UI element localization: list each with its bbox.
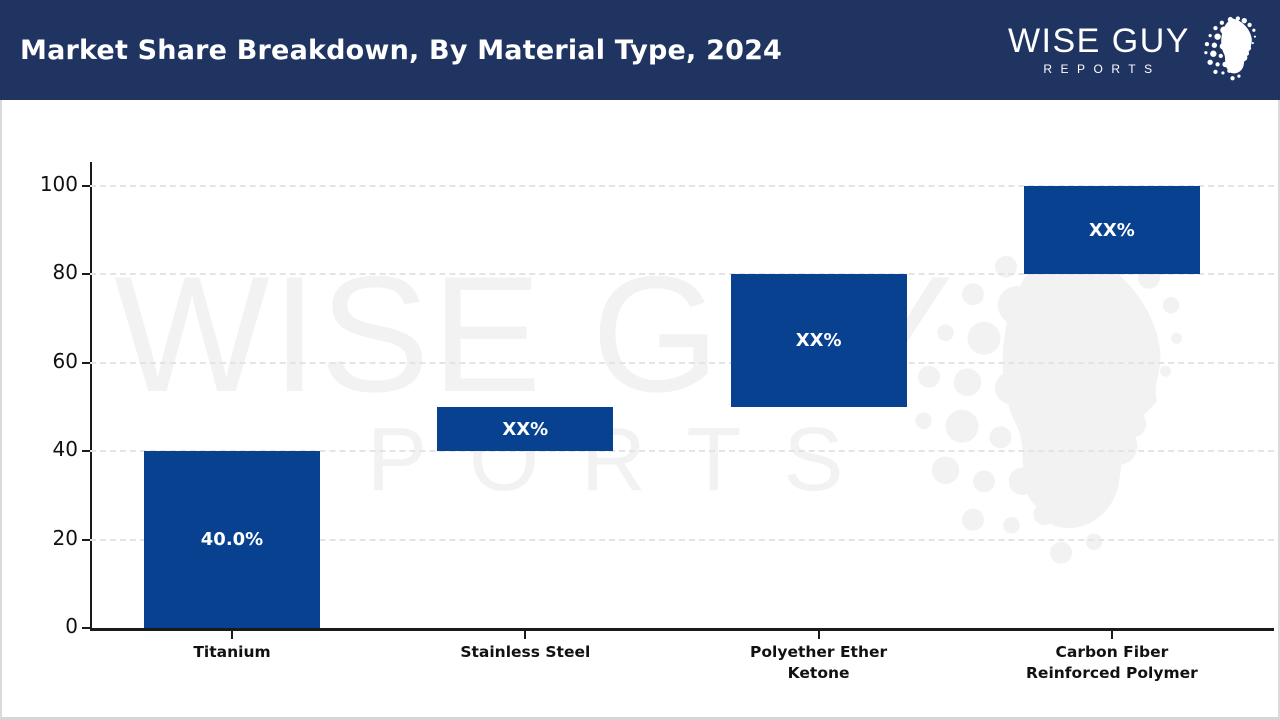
bar-segment: XX%: [1023, 186, 1200, 275]
y-axis-tick-label: 40: [52, 437, 78, 462]
y-axis-tick: [82, 538, 90, 541]
x-axis-line: [90, 628, 1274, 631]
y-axis-tick-label: 20: [52, 525, 78, 550]
gridline: [90, 273, 1274, 276]
y-axis-line: [90, 162, 92, 630]
y-axis-tick: [82, 273, 90, 276]
y-axis-tick-label: 80: [52, 260, 78, 285]
logo-text: WISE GUY REPORTS: [1008, 24, 1190, 76]
y-axis-tick-label: 100: [39, 172, 78, 196]
bar-segment: 40.0%: [144, 451, 320, 628]
bar-value-label: XX%: [795, 330, 842, 352]
bar-value-label: XX%: [502, 418, 549, 440]
bar-segment: XX%: [730, 274, 907, 407]
x-axis-tick: [1110, 631, 1113, 639]
x-axis-category-label: Carbon Fiber Reinforced Polymer: [1026, 643, 1198, 682]
chart-title: Market Share Breakdown, By Material Type…: [20, 34, 783, 66]
logo-head-icon: [1192, 15, 1256, 85]
y-axis-tick: [82, 450, 90, 453]
gridline: [90, 361, 1274, 364]
y-axis-tick: [82, 361, 90, 364]
gridline: [90, 538, 1274, 541]
x-axis-category-label: Stainless Steel: [460, 643, 591, 661]
x-axis-category-label: Titanium: [193, 643, 271, 661]
logo: WISE GUY REPORTS: [1008, 15, 1256, 85]
x-axis-category-label: Polyether Ether Ketone: [750, 643, 888, 682]
chart-canvas: WISE GUY PORTS 0 20 40 60 80 100 40.0% Titanium…: [0, 100, 1280, 720]
y-axis-tick-label: 60: [52, 348, 78, 373]
x-axis-tick: [817, 631, 820, 639]
gridline: [90, 185, 1274, 187]
y-axis-tick: [82, 185, 90, 187]
x-axis-tick: [231, 631, 233, 639]
gridline: [90, 450, 1274, 453]
bar-value-label: 40.0%: [200, 529, 264, 551]
plot-area: 0 20 40 60 80 100 40.0% Titanium XX% Stainless St…: [2, 100, 1278, 717]
logo-subtitle: REPORTS: [1043, 62, 1161, 76]
bar-segment: XX%: [437, 407, 614, 452]
y-axis-tick: [82, 627, 90, 629]
x-axis-tick: [524, 631, 527, 639]
header-bar: Market Share Breakdown, By Material Type…: [0, 0, 1280, 100]
y-axis-tick-label: 0: [65, 614, 78, 638]
logo-wordmark: WISE GUY: [1007, 22, 1190, 60]
bar-value-label: XX%: [1088, 219, 1135, 241]
